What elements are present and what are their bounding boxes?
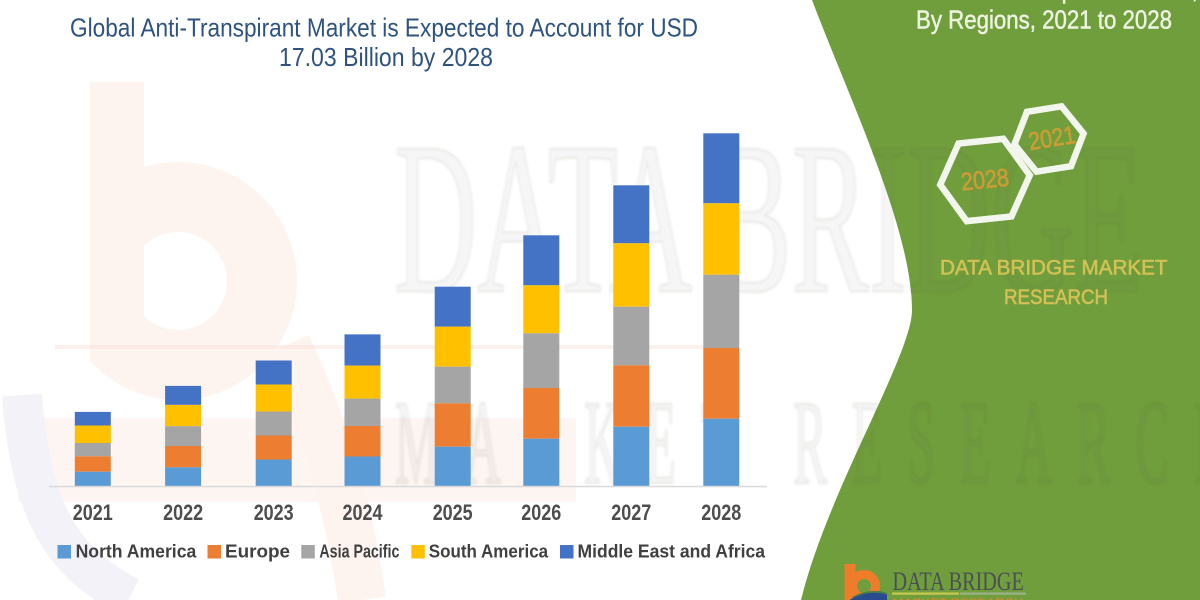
svg-text:Global Anti-Transpirant Market: Global Anti-Transpirant Market, bbox=[890, 0, 1198, 4]
svg-text:2028: 2028 bbox=[960, 164, 1011, 197]
svg-text:DATA BRIDGE MARKET: DATA BRIDGE MARKET bbox=[940, 257, 1168, 280]
svg-text:MARKET RESEARCH: MARKET RESEARCH bbox=[893, 597, 1024, 600]
svg-text:2023: 2023 bbox=[254, 500, 294, 525]
svg-text:2027: 2027 bbox=[611, 500, 651, 525]
svg-text:MARKET RESEARCH: MARKET RESEARCH bbox=[395, 376, 1200, 510]
svg-text:Europe: Europe bbox=[225, 541, 290, 562]
svg-text:2028: 2028 bbox=[701, 500, 741, 525]
svg-text:2026: 2026 bbox=[521, 500, 561, 525]
svg-text:RESEARCH: RESEARCH bbox=[1004, 286, 1108, 309]
svg-text:2024: 2024 bbox=[343, 500, 384, 525]
svg-text:Middle East and Africa: Middle East and Africa bbox=[578, 541, 766, 562]
svg-text:Asia Pacific: Asia Pacific bbox=[319, 541, 399, 562]
svg-text:North America: North America bbox=[76, 541, 197, 562]
svg-text:DATA BRIDGE: DATA BRIDGE bbox=[893, 567, 1024, 596]
svg-text:Global Anti-Transpirant Market: Global Anti-Transpirant Market is Expect… bbox=[70, 12, 698, 42]
svg-text:By Regions, 2021 to 2028: By Regions, 2021 to 2028 bbox=[916, 5, 1172, 35]
svg-text:2021: 2021 bbox=[73, 500, 113, 525]
svg-text:17.03 Billion by 2028: 17.03 Billion by 2028 bbox=[279, 42, 493, 72]
svg-text:2025: 2025 bbox=[433, 500, 473, 525]
svg-text:2022: 2022 bbox=[163, 500, 203, 525]
svg-text:South America: South America bbox=[429, 541, 549, 562]
